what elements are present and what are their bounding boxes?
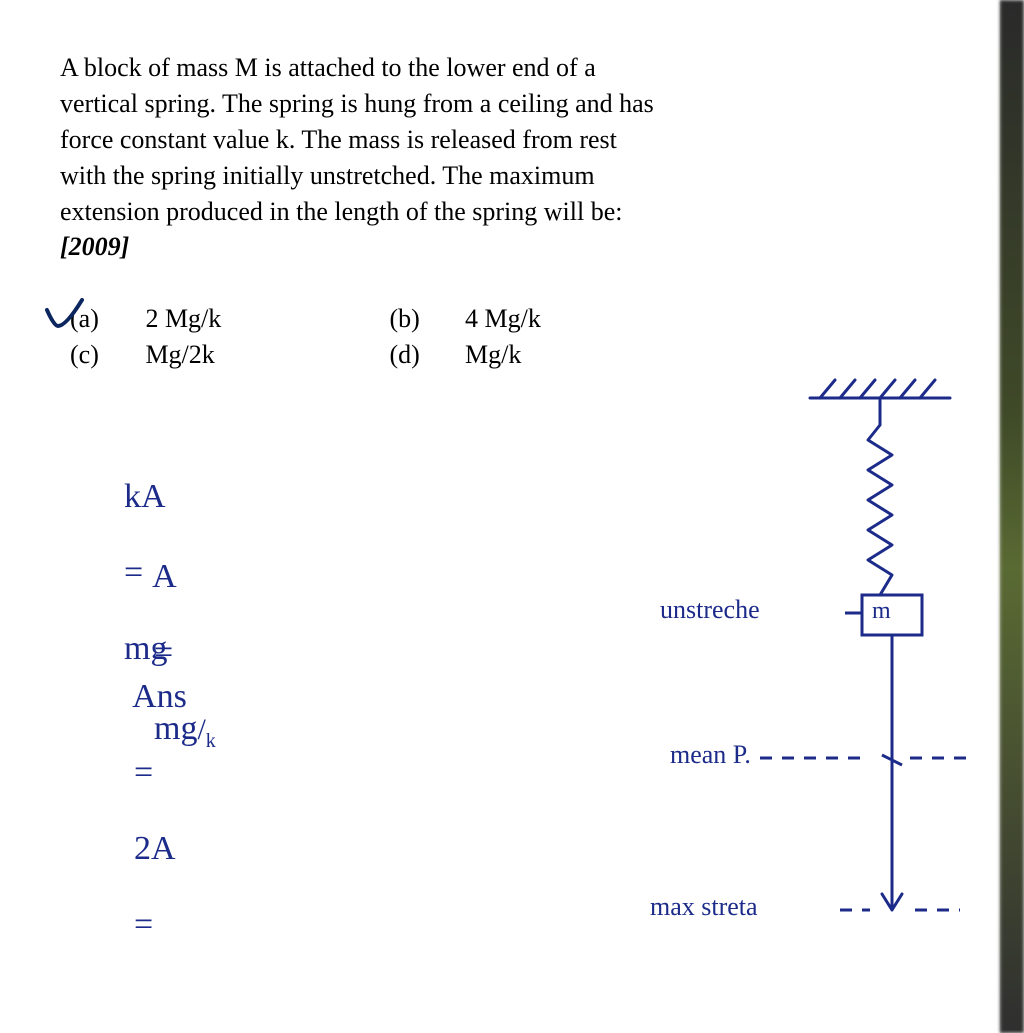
handwriting-line-3: Ans = 2A = mg k ×2 (100, 640, 189, 1033)
options-table: (a) 2 Mg/k (b) 4 Mg/k (c) Mg/2k (d) Mg/k (60, 300, 700, 374)
question-year-tag: [2009] (60, 232, 129, 261)
hw3-lhs: Ans (132, 678, 187, 715)
block-mass-label: m (872, 598, 891, 625)
max-stretch-label: max streta (650, 892, 758, 922)
spring-diagram: m unstreche mean P. max streta (620, 370, 980, 990)
option-b-label: (b) (381, 302, 455, 336)
hw2-den: k (206, 730, 216, 752)
hw2-lhs: A (152, 558, 177, 595)
ceiling-hatch-icon (810, 380, 950, 398)
option-d-text: Mg/k (457, 338, 698, 372)
photo-right-edge (1000, 0, 1024, 1033)
hw3-mid: 2A (134, 830, 176, 867)
option-a-text: 2 Mg/k (137, 302, 379, 336)
mass-block (862, 595, 922, 635)
hw3-eq2: = (134, 906, 153, 943)
question-body: A block of mass M is attached to the low… (60, 53, 654, 226)
hw1-lhs: kA (124, 478, 166, 515)
mean-position-label: mean P. (670, 740, 751, 770)
spring-icon (868, 425, 892, 595)
options-block: (a) 2 Mg/k (b) 4 Mg/k (c) Mg/2k (d) Mg/k (60, 300, 700, 374)
option-a-label: (a) (62, 302, 135, 336)
option-d-label: (d) (381, 338, 455, 372)
page-surface: A block of mass M is attached to the low… (0, 0, 1000, 1033)
unstretched-label: unstreche (660, 595, 760, 625)
option-c-label: (c) (62, 338, 135, 372)
question-text: A block of mass M is attached to the low… (60, 50, 660, 265)
hw3-fraction: mg k (134, 982, 189, 1033)
option-b-text: 4 Mg/k (457, 302, 698, 336)
hw3-eq1: = (134, 754, 153, 791)
option-c-text: Mg/2k (137, 338, 379, 372)
